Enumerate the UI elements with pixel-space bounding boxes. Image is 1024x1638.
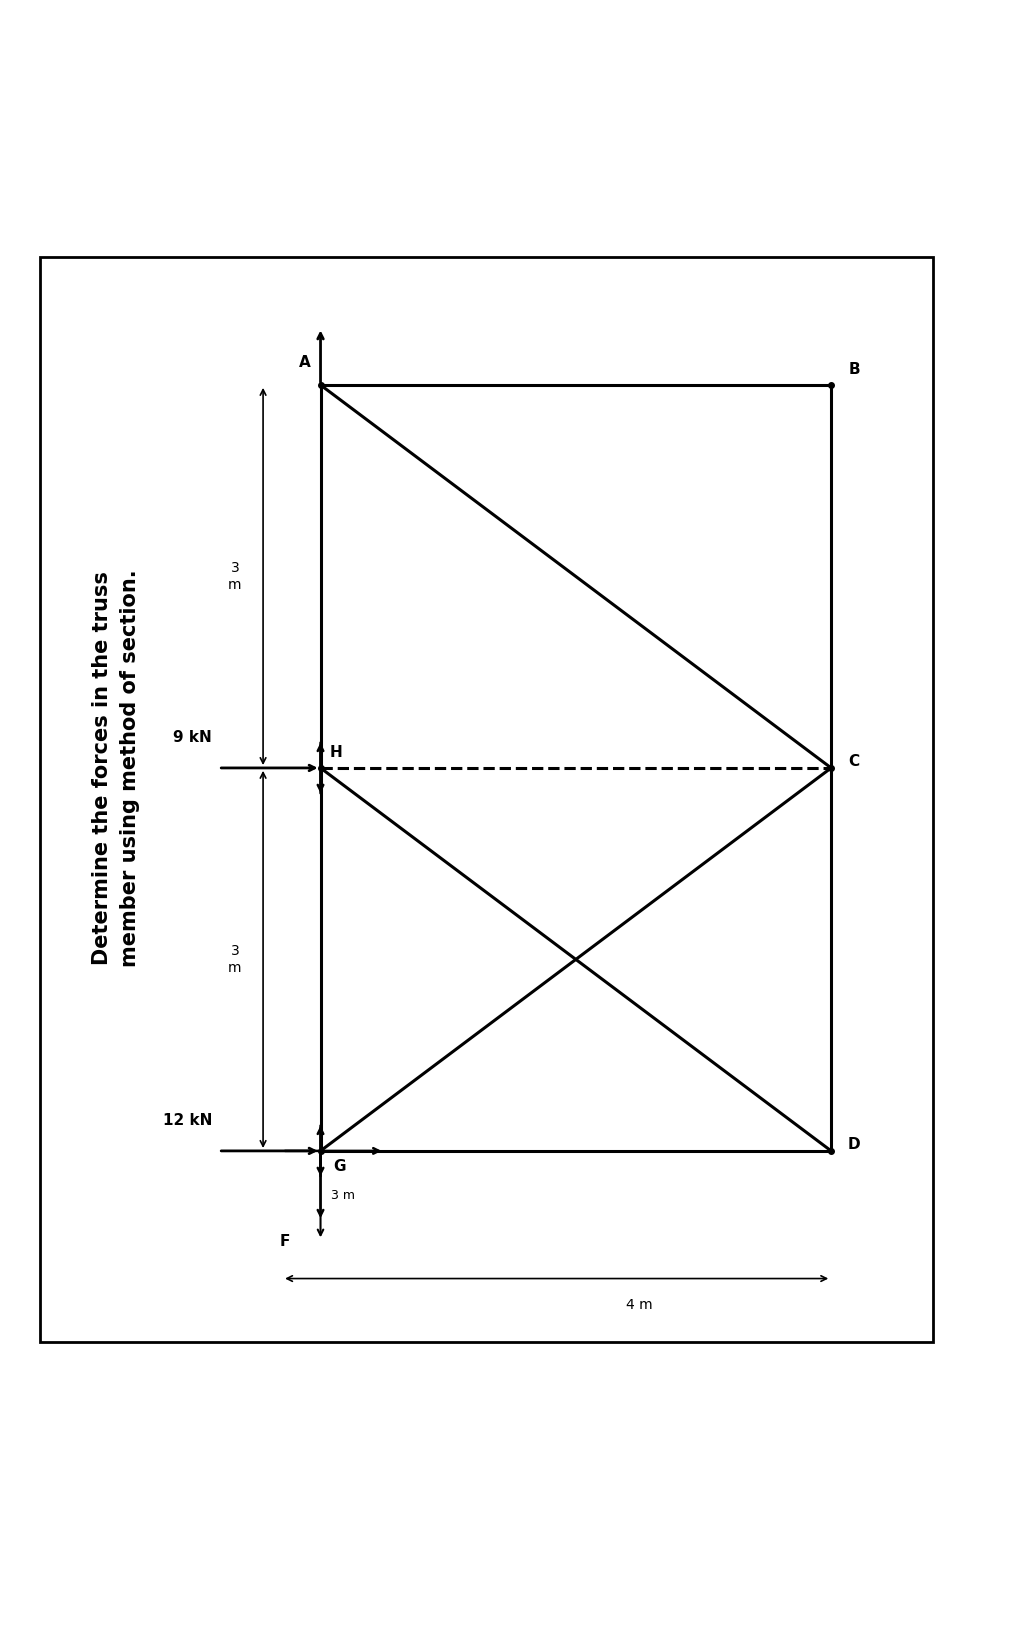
Text: B: B — [848, 362, 860, 377]
Text: A: A — [299, 354, 311, 370]
Text: 3
m: 3 m — [228, 562, 242, 591]
Text: C: C — [849, 753, 860, 770]
Text: Determine the forces in the truss
member using method of section.: Determine the forces in the truss member… — [92, 568, 140, 966]
Text: 12 kN: 12 kN — [163, 1112, 212, 1129]
Text: 3 m: 3 m — [331, 1189, 354, 1202]
Text: H: H — [330, 745, 342, 760]
Text: 3
m: 3 m — [228, 945, 242, 975]
Text: G: G — [334, 1158, 346, 1174]
Text: 9 kN: 9 kN — [173, 731, 212, 745]
Bar — [40, 257, 933, 1343]
Text: 4 m: 4 m — [627, 1297, 653, 1312]
Text: D: D — [848, 1137, 860, 1152]
Text: F: F — [280, 1233, 290, 1248]
